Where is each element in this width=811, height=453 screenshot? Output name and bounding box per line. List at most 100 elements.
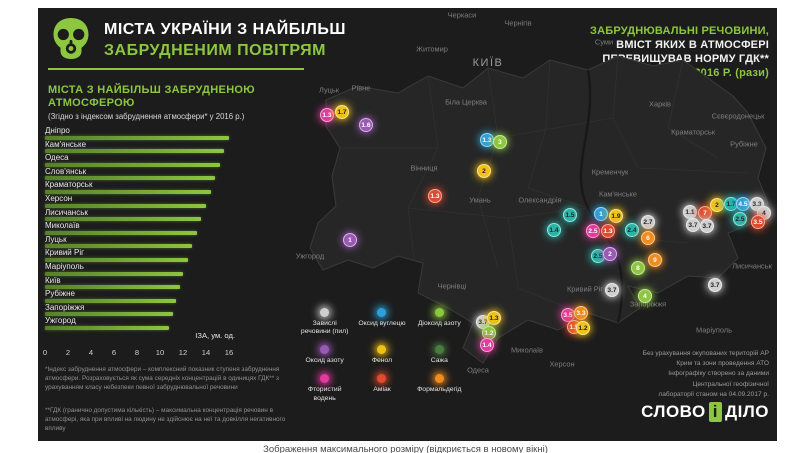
- bar-row: Київ: [45, 275, 245, 290]
- legend-color-dot: [377, 345, 387, 355]
- bar-row: Запоріжжя: [45, 303, 245, 317]
- legend-label: Аміак: [373, 386, 391, 394]
- pollution-marker: 1.7: [335, 105, 349, 119]
- bar-value: [45, 203, 206, 208]
- pollution-marker: 1: [594, 207, 608, 221]
- bar-row: Луцьк: [45, 235, 245, 249]
- legend-item: Оксид азоту: [300, 345, 349, 365]
- legend-item: Фтористий водень: [300, 374, 349, 402]
- legend-label: Формальдегід: [417, 386, 462, 394]
- city-label: Кривий Ріг: [566, 284, 604, 294]
- x-axis-ticks: 0 2 4 6 8 10 12 14 16: [43, 348, 245, 358]
- pollutants-heading: ЗАБРУДНЮВАЛЬНІ РЕЧОВИНИ, ВМІСТ ЯКИХ В АТМ…: [590, 24, 769, 80]
- bar-value: [45, 149, 225, 154]
- city-label: Рівне: [351, 83, 371, 93]
- pollution-marker: 1.3: [487, 311, 501, 325]
- city-label: Кременчук: [591, 167, 629, 177]
- city-label: Чернігів: [504, 18, 532, 28]
- x-axis-tick: 4: [88, 348, 94, 357]
- full-size-image-link[interactable]: Зображення максимального розміру (відкри…: [263, 444, 548, 453]
- pollution-marker: 2.5: [733, 212, 747, 226]
- bar-city-label: Кам'янське: [45, 139, 87, 149]
- pollution-marker: 1.9: [609, 209, 623, 223]
- page-title-line1: МІСТА УКРАЇНИ З НАЙБІЛЬШ: [104, 21, 346, 38]
- pollution-marker: 1.5: [563, 208, 577, 222]
- legend-color-dot: [320, 345, 330, 355]
- pollution-marker: 1.3: [428, 189, 442, 203]
- city-label: Сєвєродонецьк: [711, 111, 765, 121]
- legend-color-dot: [434, 374, 444, 384]
- city-label: Вінниця: [410, 163, 438, 173]
- bar-value: [45, 230, 197, 235]
- legend-item: Аміак: [357, 374, 406, 402]
- footnote-gdk: **ГДК (гранично допустима кількість) – м…: [45, 407, 286, 432]
- page-title-line2: ЗАБРУДНЕНИМ ПОВІТРЯМ: [104, 42, 326, 59]
- city-label: Житомир: [416, 44, 448, 54]
- legend-color-dot: [434, 308, 444, 317]
- bar-value: [45, 135, 229, 140]
- bar-value: [45, 244, 193, 249]
- slovo-i-dilo-logo: СЛОВО і ДІЛО: [641, 402, 769, 422]
- pollution-marker: 1.4: [480, 338, 494, 352]
- oblast-borders: [340, 56, 749, 309]
- legend-color-dot: [320, 308, 330, 317]
- logo-part3: ДІЛО: [725, 402, 769, 421]
- city-label: Рубіжне: [730, 139, 758, 149]
- city-label: Херсон: [549, 359, 575, 369]
- city-label: Біла Церква: [445, 97, 487, 107]
- legend-label: Оксид вуглецю: [358, 320, 406, 327]
- bar-city-label: Херсон: [45, 193, 73, 203]
- pollution-marker: 4.5: [736, 197, 750, 211]
- pollutants-heading-line: ЗАБРУДНЮВАЛЬНІ РЕЧОВИНИ,: [589, 25, 769, 37]
- pollution-marker: 2: [710, 198, 724, 212]
- legend-label: Сажа: [430, 357, 448, 365]
- x-axis-tick: 10: [155, 348, 165, 357]
- bar-row: Кам'янське: [45, 139, 245, 154]
- x-axis-tick: 16: [224, 348, 234, 357]
- bar-row: Краматорськ: [45, 181, 245, 194]
- bar-value: [45, 271, 183, 276]
- pollution-marker: 1.3: [601, 224, 615, 238]
- legend-label: Діоксид азоту: [417, 320, 461, 327]
- pollution-marker: 1.2: [482, 326, 496, 340]
- city-label: Черкаси: [447, 10, 477, 20]
- bar-row: Рубіжне: [45, 290, 245, 303]
- pollution-marker: 3: [493, 135, 507, 149]
- pollution-marker: 1.6: [359, 118, 373, 132]
- pollution-marker: 1: [343, 233, 357, 247]
- bar-row: Кривий Ріг: [45, 249, 245, 262]
- pollutants-heading-line: ВМІСТ ЯКИХ В АТМОСФЕРІ: [616, 39, 769, 51]
- pollution-marker: 1.3: [320, 108, 334, 122]
- pollution-marker: 7: [698, 206, 712, 220]
- city-label: Лисичанськ: [732, 261, 772, 271]
- chart-subtitle: (Згідно з індексом забруднення атмосфери…: [48, 112, 245, 121]
- city-label: Краматорськ: [671, 127, 715, 137]
- pollution-marker: 6: [641, 231, 655, 245]
- pollution-marker: 9: [648, 253, 662, 267]
- bar-city-label: Лисичанськ: [45, 207, 88, 217]
- bar-city-label: Миколаїв: [45, 221, 80, 231]
- legend-color-dot: [377, 308, 387, 317]
- legend-label: Фенол: [371, 357, 393, 365]
- bar-value: [45, 312, 173, 317]
- legend-item: Формальдегід: [415, 374, 464, 402]
- bar-city-label: Слов'янськ: [45, 166, 87, 176]
- pollution-marker: 1.4: [547, 223, 561, 237]
- pollution-marker: 2.4: [625, 223, 639, 237]
- legend-label: Оксид азоту: [305, 357, 344, 365]
- pollution-marker: 1.3: [480, 133, 494, 147]
- pollutants-heading-line: ПЕРЕВИЩУВАВ НОРМУ ГДК**: [602, 53, 769, 65]
- bar-city-label: Дніпро: [45, 126, 70, 135]
- x-axis-tick: 2: [65, 348, 71, 357]
- title-divider: [48, 68, 304, 70]
- bar-city-label: Одеса: [45, 153, 69, 163]
- bar-row: Дніпро: [45, 126, 245, 140]
- city-label: Маріуполь: [696, 325, 732, 335]
- dnipro-river: [579, 69, 624, 324]
- footnote-iza: *Індекс забруднення атмосфери – комплекс…: [45, 366, 280, 391]
- bar-row: Ужгород: [45, 317, 245, 330]
- credits-line: Інфографіку створено за даними: [668, 370, 769, 378]
- bar-city-label: Київ: [45, 275, 61, 285]
- legend-color-dot: [434, 345, 444, 355]
- credits-line: Без урахування окупованих територій АР: [642, 350, 769, 357]
